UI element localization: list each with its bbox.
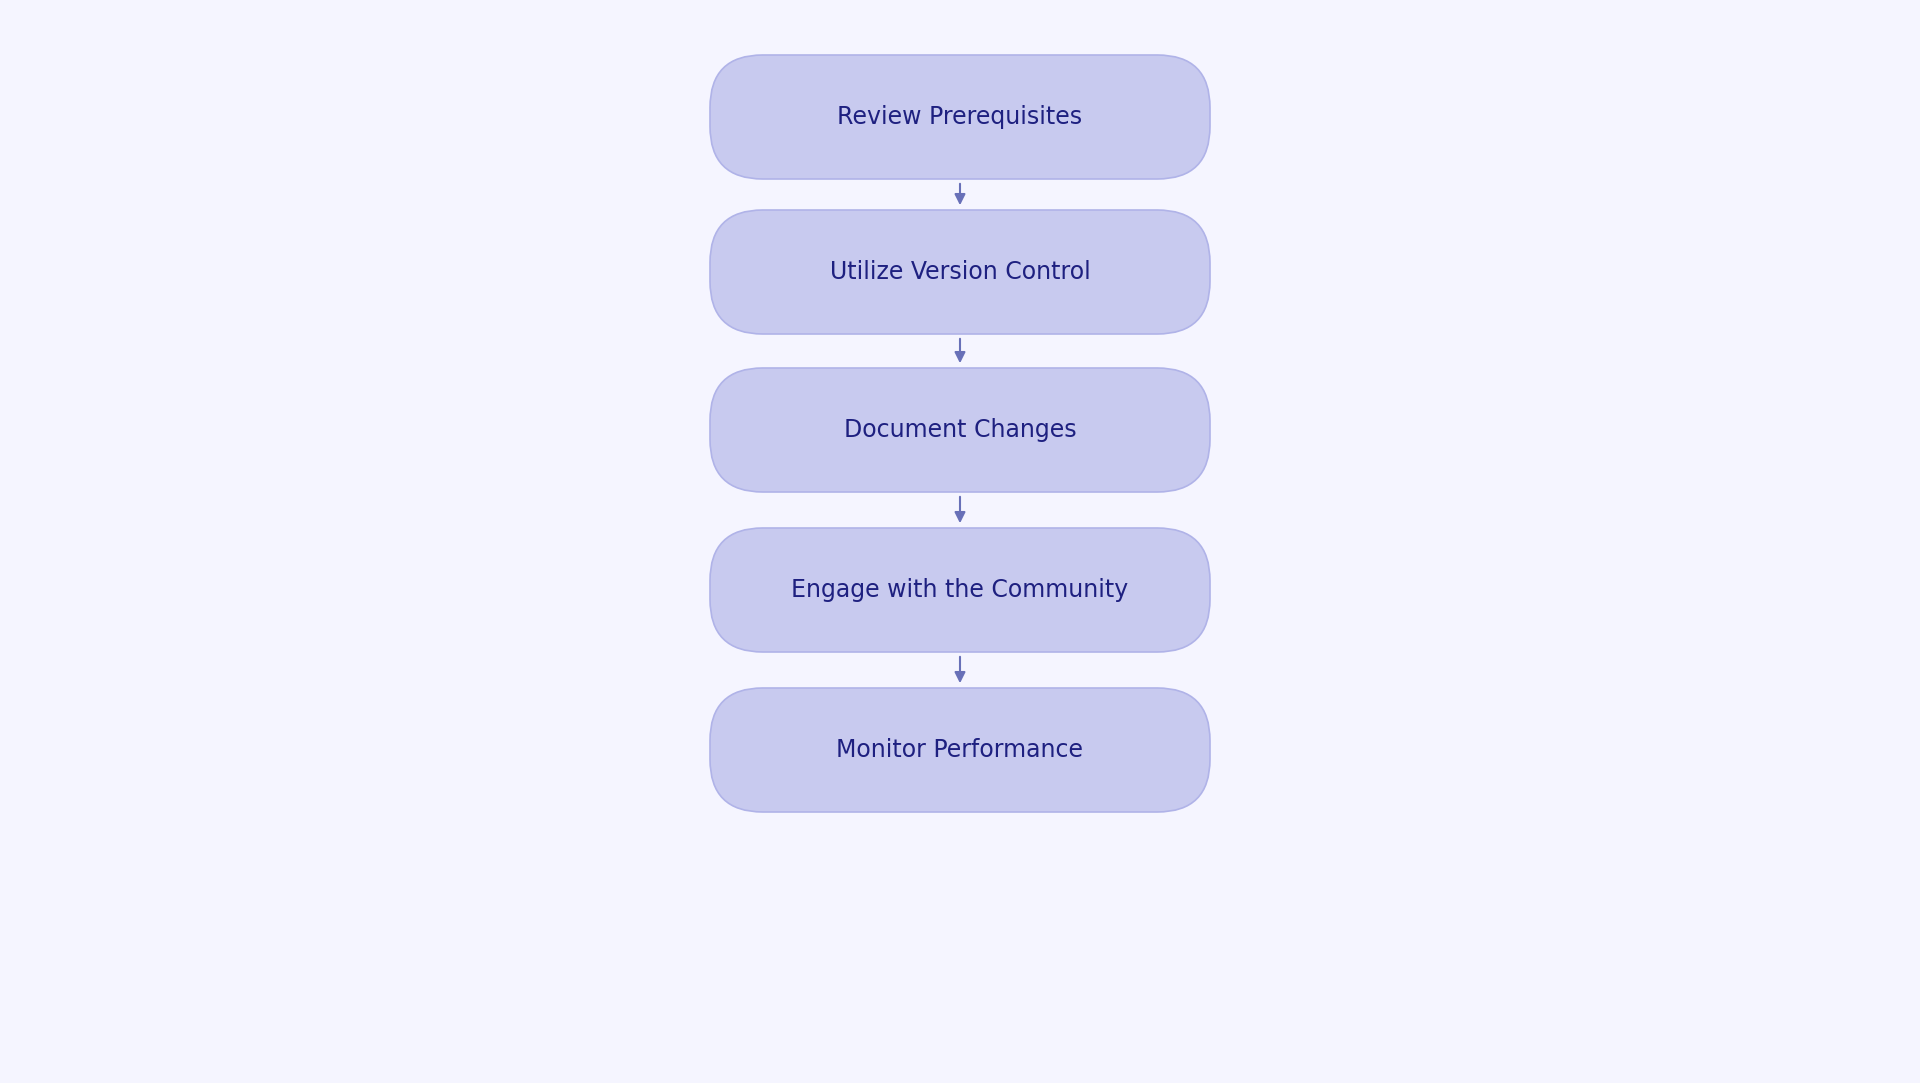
Text: Document Changes: Document Changes bbox=[843, 418, 1077, 442]
Text: Monitor Performance: Monitor Performance bbox=[837, 738, 1083, 762]
Text: Utilize Version Control: Utilize Version Control bbox=[829, 260, 1091, 284]
Text: Review Prerequisites: Review Prerequisites bbox=[837, 105, 1083, 129]
FancyBboxPatch shape bbox=[710, 55, 1210, 179]
FancyBboxPatch shape bbox=[710, 368, 1210, 492]
FancyBboxPatch shape bbox=[710, 529, 1210, 652]
Text: Engage with the Community: Engage with the Community bbox=[791, 578, 1129, 602]
FancyBboxPatch shape bbox=[710, 210, 1210, 334]
FancyBboxPatch shape bbox=[710, 688, 1210, 812]
